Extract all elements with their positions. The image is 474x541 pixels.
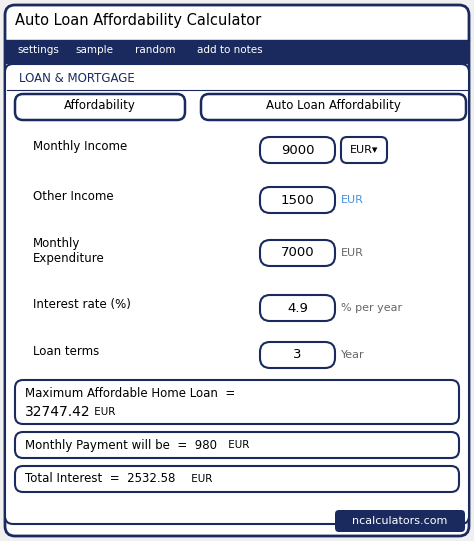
Text: EUR: EUR xyxy=(341,248,364,258)
FancyBboxPatch shape xyxy=(5,5,469,536)
Text: Loan terms: Loan terms xyxy=(33,345,99,358)
Text: EUR▾: EUR▾ xyxy=(350,145,378,155)
Text: EUR: EUR xyxy=(91,407,115,417)
Text: settings: settings xyxy=(17,45,59,55)
FancyBboxPatch shape xyxy=(201,94,466,120)
Text: Affordability: Affordability xyxy=(64,99,136,112)
Text: Monthly: Monthly xyxy=(33,237,81,250)
Text: Total Interest  =  2532.58: Total Interest = 2532.58 xyxy=(25,472,175,485)
Text: Auto Loan Affordability Calculator: Auto Loan Affordability Calculator xyxy=(15,13,261,28)
Text: add to notes: add to notes xyxy=(197,45,263,55)
Text: LOAN & MORTGAGE: LOAN & MORTGAGE xyxy=(19,72,135,85)
FancyBboxPatch shape xyxy=(260,342,335,368)
Text: Monthly Income: Monthly Income xyxy=(33,140,127,153)
Text: 1500: 1500 xyxy=(281,194,314,207)
FancyBboxPatch shape xyxy=(260,187,335,213)
FancyBboxPatch shape xyxy=(15,380,459,424)
FancyBboxPatch shape xyxy=(5,64,469,524)
Text: EUR: EUR xyxy=(225,440,249,450)
FancyBboxPatch shape xyxy=(5,40,260,64)
Text: 3: 3 xyxy=(293,348,302,361)
Text: 9000: 9000 xyxy=(281,143,314,156)
Text: EUR: EUR xyxy=(188,474,212,484)
Text: ncalculators.com: ncalculators.com xyxy=(352,516,447,526)
Text: sample: sample xyxy=(75,45,113,55)
FancyBboxPatch shape xyxy=(15,432,459,458)
FancyBboxPatch shape xyxy=(260,137,335,163)
FancyBboxPatch shape xyxy=(260,295,335,321)
Text: Maximum Affordable Home Loan  =: Maximum Affordable Home Loan = xyxy=(25,387,235,400)
Text: 32747.42: 32747.42 xyxy=(25,405,91,419)
Text: Expenditure: Expenditure xyxy=(33,252,105,265)
Text: Interest rate (%): Interest rate (%) xyxy=(33,298,131,311)
Text: Year: Year xyxy=(341,350,365,360)
FancyBboxPatch shape xyxy=(260,240,335,266)
Text: Auto Loan Affordability: Auto Loan Affordability xyxy=(266,99,401,112)
FancyBboxPatch shape xyxy=(335,510,465,532)
FancyBboxPatch shape xyxy=(5,40,469,64)
Text: Monthly Payment will be  =  980: Monthly Payment will be = 980 xyxy=(25,439,217,452)
FancyBboxPatch shape xyxy=(15,94,185,120)
Text: EUR: EUR xyxy=(341,195,364,205)
Text: 7000: 7000 xyxy=(281,247,314,260)
Text: random: random xyxy=(135,45,175,55)
Text: Other Income: Other Income xyxy=(33,190,114,203)
Text: 4.9: 4.9 xyxy=(287,301,308,314)
Text: % per year: % per year xyxy=(341,303,402,313)
FancyBboxPatch shape xyxy=(341,137,387,163)
FancyBboxPatch shape xyxy=(15,466,459,492)
